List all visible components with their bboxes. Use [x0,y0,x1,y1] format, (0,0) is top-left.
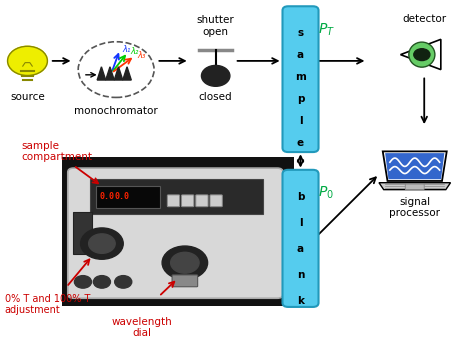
Text: wavelength
dial: wavelength dial [112,317,173,338]
FancyBboxPatch shape [90,179,263,214]
Text: sample
compartment: sample compartment [21,141,92,162]
Text: detector: detector [402,14,447,24]
Text: a: a [297,50,304,60]
Circle shape [8,46,47,76]
FancyBboxPatch shape [283,170,319,307]
Circle shape [162,246,208,279]
FancyBboxPatch shape [182,195,194,207]
FancyBboxPatch shape [283,6,319,152]
Circle shape [201,65,230,86]
Text: 0.0: 0.0 [99,192,114,201]
FancyBboxPatch shape [68,168,283,298]
Polygon shape [383,151,447,181]
Polygon shape [97,67,106,80]
Text: $P_0$: $P_0$ [318,185,333,201]
Text: shutter
open: shutter open [197,15,235,37]
FancyBboxPatch shape [196,195,208,207]
Text: λ₂: λ₂ [130,47,139,56]
Polygon shape [401,39,441,70]
Polygon shape [123,67,131,80]
Circle shape [171,252,199,273]
Circle shape [81,228,123,259]
Text: l: l [299,218,302,228]
FancyBboxPatch shape [96,186,160,208]
Polygon shape [106,67,114,80]
FancyBboxPatch shape [210,195,222,207]
Text: p: p [297,94,304,104]
FancyBboxPatch shape [167,195,180,207]
Text: 0.0: 0.0 [115,192,130,201]
Text: closed: closed [199,92,232,102]
Text: s: s [298,28,303,38]
Circle shape [115,276,132,288]
Polygon shape [114,67,123,80]
Ellipse shape [409,42,435,67]
Text: signal
processor: signal processor [389,197,440,218]
Text: m: m [295,72,306,82]
Polygon shape [385,153,444,179]
Text: 0% T and 100% T
adjustment: 0% T and 100% T adjustment [5,294,90,315]
Text: l: l [299,116,302,126]
Circle shape [74,276,91,288]
Circle shape [93,276,110,288]
Text: $P_T$: $P_T$ [318,21,335,38]
FancyBboxPatch shape [405,184,424,190]
Polygon shape [379,183,450,190]
Circle shape [414,49,430,61]
FancyBboxPatch shape [62,157,294,306]
Text: λ₃: λ₃ [137,52,146,60]
Text: k: k [297,296,304,306]
Text: source: source [10,92,45,102]
Text: λ₁: λ₁ [122,45,131,54]
FancyBboxPatch shape [73,212,92,254]
Text: n: n [297,270,304,280]
FancyBboxPatch shape [172,275,198,287]
Circle shape [89,234,115,253]
Text: a: a [297,244,304,254]
Text: e: e [297,138,304,148]
Text: b: b [297,192,304,201]
Text: monochromator: monochromator [74,106,158,116]
